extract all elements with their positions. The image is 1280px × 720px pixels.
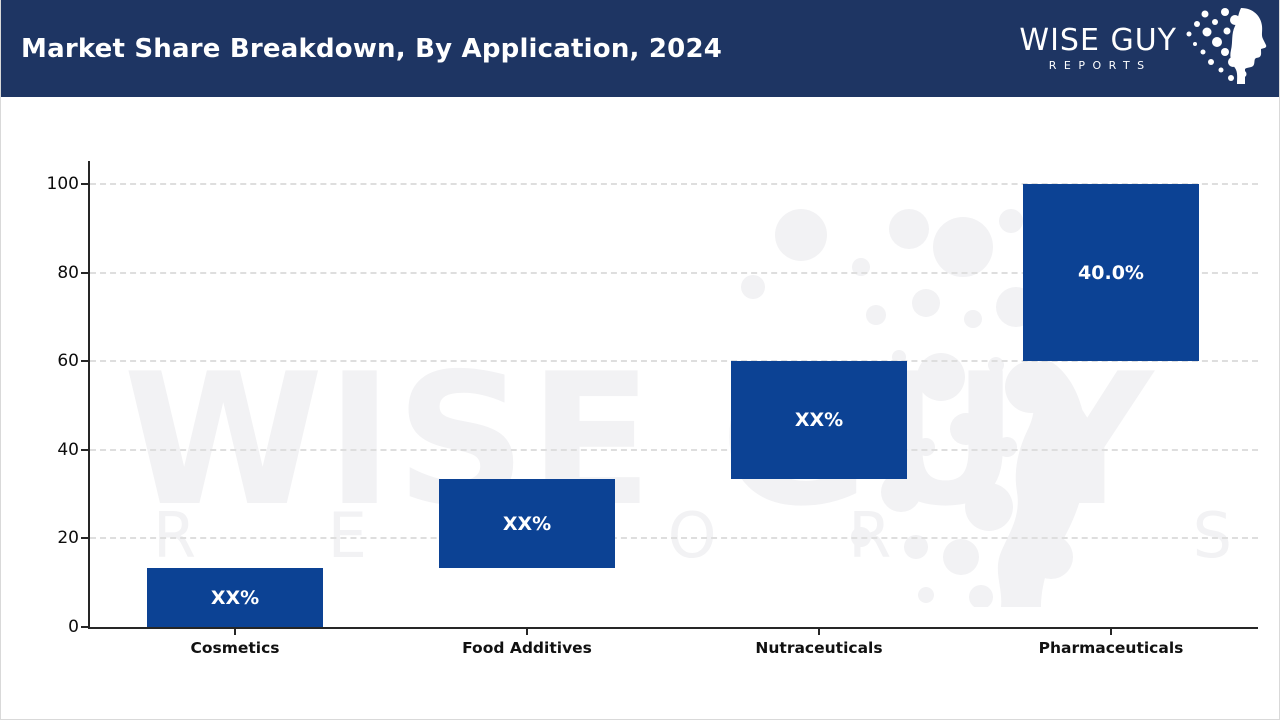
header-bar: Market Share Breakdown, By Application, … bbox=[1, 0, 1279, 97]
x-category-label-food-additives: Food Additives bbox=[462, 639, 592, 657]
bar-value-label: 40.0% bbox=[1078, 261, 1144, 284]
bar-cosmetics: XX% bbox=[147, 568, 323, 627]
bar-value-label: XX% bbox=[502, 512, 552, 535]
y-tick-mark-100 bbox=[81, 183, 88, 185]
logo-subtitle: REPORTS bbox=[1048, 59, 1152, 72]
x-category-label-pharmaceuticals: Pharmaceuticals bbox=[1038, 639, 1184, 657]
y-tick-label-40: 40 bbox=[57, 439, 79, 460]
wise-guy-reports-logo: WISE GUY REPORTS bbox=[1019, 4, 1279, 94]
x-category-label-nutraceuticals: Nutraceuticals bbox=[755, 639, 883, 657]
y-tick-mark-20 bbox=[81, 537, 88, 540]
y-tick-label-20: 20 bbox=[57, 528, 79, 549]
y-tick-label-60: 60 bbox=[57, 351, 79, 372]
gridline-20 bbox=[90, 537, 1258, 540]
bar-pharmaceuticals: 40.0% bbox=[1023, 184, 1199, 362]
bar-value-label: XX% bbox=[794, 409, 844, 432]
logo-text: WISE GUY REPORTS bbox=[1019, 23, 1177, 72]
y-tick-label-80: 80 bbox=[57, 262, 79, 283]
gridline-80 bbox=[90, 271, 1258, 274]
logo-wordmark: WISE GUY bbox=[1019, 23, 1177, 58]
y-tick-mark-80 bbox=[81, 271, 88, 274]
y-tick-label-0: 0 bbox=[68, 617, 79, 637]
dotted-face-profile-icon bbox=[1181, 4, 1267, 94]
bar-nutraceuticals: XX% bbox=[731, 361, 907, 480]
bar-value-label: XX% bbox=[210, 586, 260, 609]
x-axis-line bbox=[88, 627, 1258, 629]
y-axis-line bbox=[88, 161, 90, 629]
x-tick-mark-2 bbox=[818, 629, 820, 635]
chart-area: WISE GUY R E P O R T S bbox=[1, 97, 1279, 719]
y-tick-mark-0 bbox=[81, 626, 88, 628]
page-title: Market Share Breakdown, By Application, … bbox=[21, 33, 723, 64]
gridline-60 bbox=[90, 360, 1258, 363]
gridline-40 bbox=[90, 448, 1258, 451]
x-category-label-cosmetics: Cosmetics bbox=[190, 639, 280, 657]
x-tick-mark-1 bbox=[526, 629, 528, 635]
bar-food-additives: XX% bbox=[439, 479, 615, 569]
x-tick-mark-0 bbox=[234, 629, 236, 635]
gridline-100 bbox=[90, 183, 1258, 185]
y-tick-mark-60 bbox=[81, 360, 88, 363]
y-tick-label-100: 100 bbox=[46, 174, 79, 194]
y-tick-mark-40 bbox=[81, 448, 88, 451]
x-tick-mark-3 bbox=[1110, 629, 1112, 635]
